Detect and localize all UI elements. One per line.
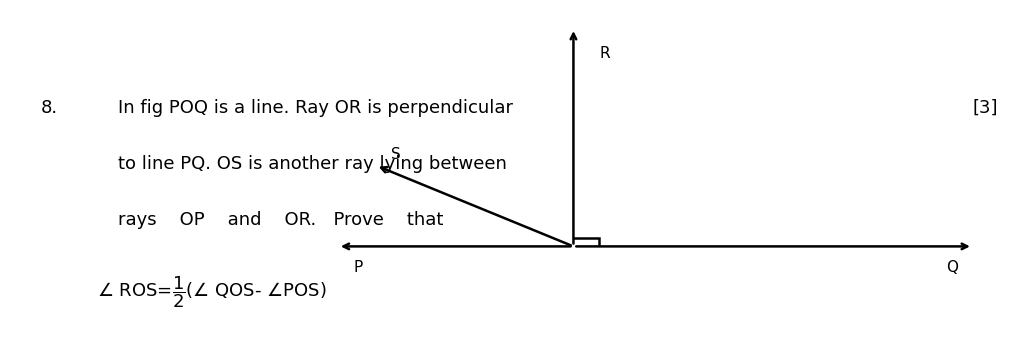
Text: S: S xyxy=(391,147,401,162)
Text: to line PQ. OS is another ray lying between: to line PQ. OS is another ray lying betw… xyxy=(118,155,507,173)
Text: Q: Q xyxy=(946,260,958,276)
Text: In fig POQ is a line. Ray OR is perpendicular: In fig POQ is a line. Ray OR is perpendi… xyxy=(118,99,513,117)
Text: R: R xyxy=(599,46,609,61)
Text: [3]: [3] xyxy=(973,99,998,117)
Text: rays    OP    and    OR.   Prove    that: rays OP and OR. Prove that xyxy=(118,211,443,229)
Text: $\angle$ ROS=$\dfrac{1}{2}$($\angle$ QOS- $\angle$POS): $\angle$ ROS=$\dfrac{1}{2}$($\angle$ QOS… xyxy=(97,275,327,310)
Text: 8.: 8. xyxy=(41,99,58,117)
Text: P: P xyxy=(353,260,364,276)
